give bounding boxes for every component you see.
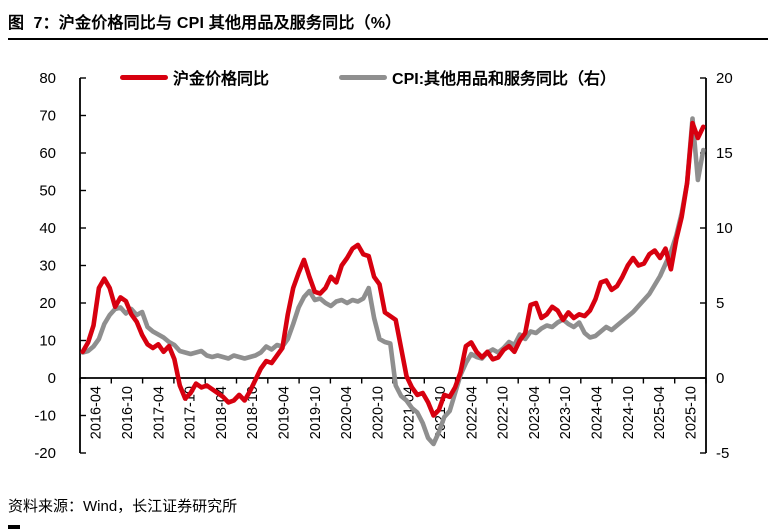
right-axis-labels: 20 15 10 5 0 -5 [716,70,733,462]
legend-item-cpi: CPI:其他用品和服务同比（右） [339,65,616,89]
series-line-gold [80,120,706,418]
svg-text:2024-04: 2024-04 [589,386,605,439]
svg-text:0: 0 [716,370,724,387]
svg-text:70: 70 [39,108,56,125]
svg-text:2022-04: 2022-04 [464,386,480,439]
line-chart: 80706050403020100-10-2020151050-52016-04… [34,70,733,462]
svg-text:60: 60 [39,145,56,162]
figure-title: 图 7：沪金价格同比与 CPI 其他用品及服务同比（%） [8,15,402,32]
svg-text:10: 10 [716,220,733,237]
svg-text:2016-04: 2016-04 [89,386,105,439]
svg-text:2016-10: 2016-10 [120,386,136,439]
svg-text:2025-04: 2025-04 [652,386,668,439]
svg-text:2025-10: 2025-10 [683,386,699,439]
axis-ticks [79,77,707,454]
svg-text:-5: -5 [716,445,729,462]
svg-text:30: 30 [39,258,56,275]
svg-text:80: 80 [39,70,56,87]
legend-swatch-cpi-line [339,74,388,80]
source-note: 资料来源：Wind，长江证券研究所 [8,498,238,515]
svg-text:2019-10: 2019-10 [308,386,324,439]
svg-text:-20: -20 [34,445,56,462]
legend-label-gold: 沪金价格同比 [173,71,270,88]
series-line-cpi [80,116,706,447]
svg-text:2022-10: 2022-10 [496,386,512,439]
svg-text:50: 50 [39,183,56,200]
svg-text:2024-10: 2024-10 [621,386,637,439]
svg-text:2023-10: 2023-10 [558,386,574,439]
legend-swatch-gold-line [120,74,168,80]
svg-text:10: 10 [39,333,56,350]
svg-text:5: 5 [716,295,724,312]
chart-legend: 沪金价格同比 CPI:其他用品和服务同比（右） [120,66,616,88]
svg-text:2017-04: 2017-04 [151,386,167,439]
svg-text:20: 20 [39,295,56,312]
axes [79,78,707,453]
legend-item-gold: 沪金价格同比 [120,65,269,89]
svg-text:2019-04: 2019-04 [276,386,292,439]
svg-text:2018-10: 2018-10 [245,386,261,439]
svg-text:2020-04: 2020-04 [339,386,355,439]
title-rule [8,38,768,40]
left-axis-labels: 80 70 60 50 40 30 20 10 0 -10 -20 [34,70,56,462]
svg-text:2020-10: 2020-10 [370,386,386,439]
svg-text:0: 0 [48,370,56,387]
clipped-text-fragment [8,525,20,529]
legend-label-cpi: CPI:其他用品和服务同比（右） [392,71,617,88]
svg-text:20: 20 [716,70,733,87]
svg-text:15: 15 [716,145,733,162]
svg-text:-10: -10 [34,408,56,425]
svg-text:40: 40 [39,220,56,237]
svg-text:2023-04: 2023-04 [527,386,543,439]
x-axis-labels: 2016-04 2016-10 2017-04 2017-10 2018-04 2018-… [89,386,700,439]
